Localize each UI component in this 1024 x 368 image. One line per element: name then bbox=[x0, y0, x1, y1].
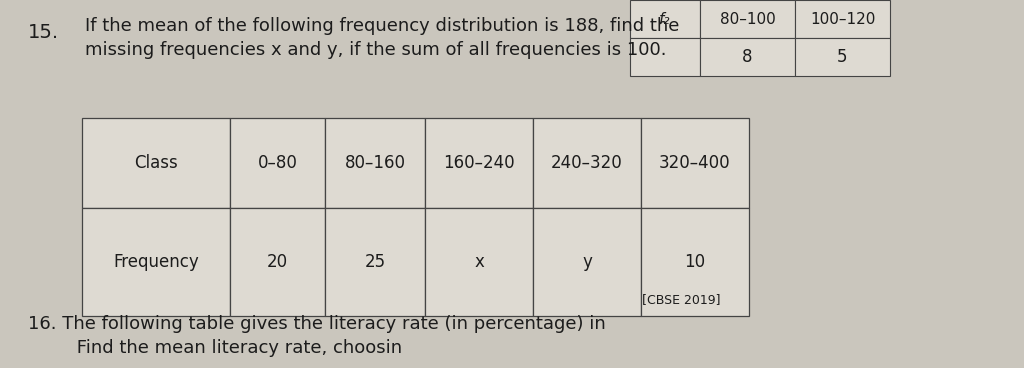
Text: 320–400: 320–400 bbox=[659, 154, 731, 172]
Text: 8: 8 bbox=[742, 48, 753, 66]
Text: 160–240: 160–240 bbox=[443, 154, 515, 172]
Bar bbox=[641, 208, 749, 316]
Text: [CBSE 2019]: [CBSE 2019] bbox=[641, 294, 720, 307]
Text: missing frequencies x and y, if the sum of all frequencies is 100.: missing frequencies x and y, if the sum … bbox=[85, 41, 667, 59]
Text: 25: 25 bbox=[365, 253, 386, 271]
Text: 80–100: 80–100 bbox=[720, 11, 775, 26]
Bar bbox=[534, 208, 641, 316]
Text: 5: 5 bbox=[838, 48, 848, 66]
Bar bbox=[795, 0, 890, 38]
Bar bbox=[230, 118, 325, 208]
Text: Find the mean literacy rate, choosin: Find the mean literacy rate, choosin bbox=[48, 339, 402, 357]
Text: 10: 10 bbox=[684, 253, 706, 271]
Bar bbox=[82, 118, 230, 208]
Text: 80–160: 80–160 bbox=[344, 154, 406, 172]
Text: y: y bbox=[582, 253, 592, 271]
Text: 0–80: 0–80 bbox=[258, 154, 297, 172]
Bar bbox=[795, 38, 890, 76]
Bar bbox=[425, 208, 534, 316]
Text: x: x bbox=[474, 253, 484, 271]
Bar bbox=[230, 208, 325, 316]
Bar bbox=[700, 38, 795, 76]
Text: 240–320: 240–320 bbox=[551, 154, 623, 172]
Text: 15.: 15. bbox=[28, 22, 59, 42]
Bar bbox=[82, 208, 230, 316]
Text: If the mean of the following frequency distribution is 188, find the: If the mean of the following frequency d… bbox=[85, 17, 679, 35]
Bar bbox=[325, 118, 425, 208]
Text: 20: 20 bbox=[267, 253, 288, 271]
Bar bbox=[534, 118, 641, 208]
Text: Class: Class bbox=[134, 154, 178, 172]
Bar bbox=[630, 0, 700, 38]
Bar bbox=[325, 208, 425, 316]
Bar bbox=[700, 0, 795, 38]
Text: 100–120: 100–120 bbox=[810, 11, 876, 26]
Bar bbox=[425, 118, 534, 208]
Bar bbox=[641, 118, 749, 208]
Text: f₂: f₂ bbox=[659, 11, 671, 26]
Text: 16. The following table gives the literacy rate (in percentage) in: 16. The following table gives the litera… bbox=[28, 315, 606, 333]
Bar bbox=[630, 38, 700, 76]
Text: Frequency: Frequency bbox=[113, 253, 199, 271]
